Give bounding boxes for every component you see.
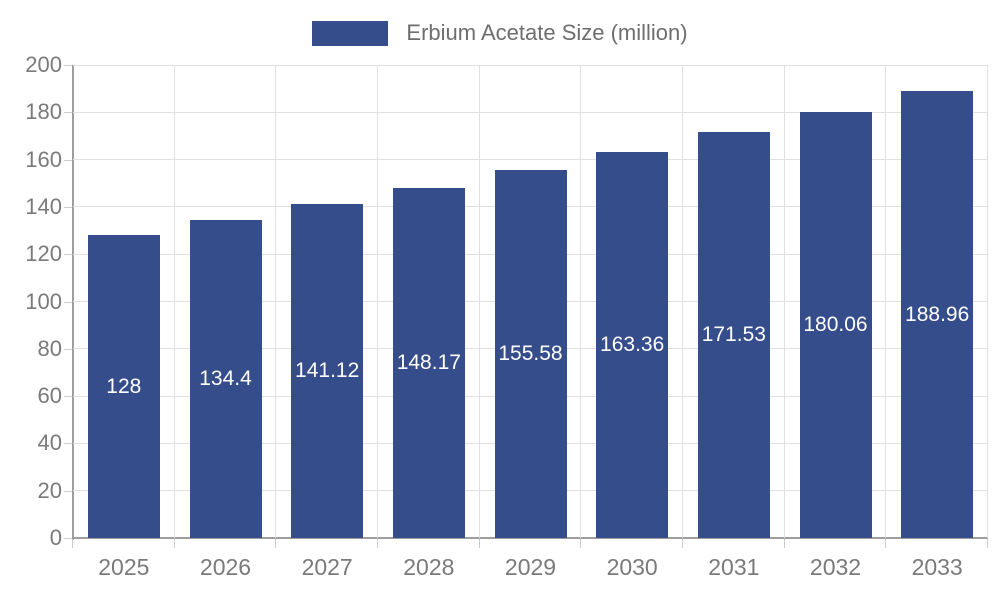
x-axis-tick-label: 2031: [708, 554, 760, 580]
bar: 180.06: [799, 112, 872, 538]
x-axis-tick-label: 2032: [809, 554, 862, 580]
y-axis-tick-label: 20: [37, 477, 62, 503]
bar-value-label: 171.53: [701, 323, 766, 347]
bar: 171.53: [697, 132, 770, 538]
bar: 134.4: [189, 220, 262, 538]
bar-value-label: 188.96: [905, 302, 970, 326]
y-axis-tick-label: 100: [25, 288, 62, 314]
y-axis-tick-label: 200: [25, 52, 62, 77]
y-axis-tick-label: 140: [25, 193, 62, 219]
gridline-vertical: [783, 65, 785, 538]
bar-value-label: 128: [106, 374, 142, 398]
y-axis-tick-label: 160: [25, 146, 62, 172]
bar: 141.12: [291, 204, 364, 538]
x-axis-tick-label: 2030: [606, 554, 658, 580]
gridline-vertical: [377, 65, 378, 538]
gridline-vertical: [275, 65, 277, 538]
y-axis-tick-mark: [64, 301, 72, 303]
bar-value-label: 180.06: [803, 313, 868, 337]
y-axis-tick-label: 80: [37, 335, 62, 361]
x-axis-tick-mark: [885, 539, 887, 548]
y-axis-tick-mark: [64, 443, 72, 445]
y-axis-tick-mark: [64, 206, 72, 208]
gridline-horizontal: [73, 159, 988, 161]
gridline-vertical: [173, 65, 175, 538]
gridline-horizontal: [73, 64, 988, 66]
y-axis-tick-label: 40: [37, 430, 62, 456]
y-axis-tick-label: 180: [25, 99, 62, 125]
bar-value-label: 134.4: [199, 367, 252, 391]
bar-value-label: 148.17: [396, 350, 461, 374]
gridline-vertical: [580, 65, 582, 538]
y-axis-tick-mark: [64, 348, 72, 350]
bar: 148.17: [392, 187, 465, 538]
y-axis-line: [72, 65, 74, 540]
x-axis-tick-label: 2027: [301, 554, 353, 580]
x-axis-tick-mark: [377, 539, 378, 548]
x-axis-tick-label: 2025: [98, 554, 150, 580]
x-axis-tick-mark: [783, 539, 785, 548]
x-axis-tick-label: 2026: [199, 554, 252, 580]
x-axis-tick-mark: [173, 539, 175, 548]
x-axis-tick-mark: [72, 539, 73, 548]
x-axis-tick-mark: [478, 539, 480, 548]
x-axis-tick-mark: [580, 539, 582, 548]
x-axis-tick-label: 2029: [504, 554, 557, 580]
bar-value-label: 141.12: [295, 359, 360, 383]
y-axis-tick-mark: [64, 254, 72, 256]
gridline-horizontal: [73, 111, 988, 113]
x-axis-tick-label: 2033: [911, 554, 963, 580]
bar: 155.58: [494, 170, 567, 538]
legend-swatch: [312, 20, 389, 46]
x-axis-tick-mark: [275, 539, 277, 548]
bar: 163.36: [596, 151, 669, 538]
x-axis-tick-label: 2028: [403, 554, 455, 580]
y-axis-tick-label: 60: [37, 383, 62, 409]
y-axis-tick-label: 120: [25, 241, 62, 267]
y-axis-tick-mark: [64, 112, 72, 114]
x-axis-line: [72, 537, 988, 539]
x-axis-tick-mark: [987, 539, 988, 548]
legend-label: Erbium Acetate Size (million): [406, 20, 688, 45]
y-axis-tick-mark: [64, 65, 72, 66]
y-axis-tick-mark: [64, 396, 72, 398]
bar: 188.96: [901, 91, 974, 538]
bar-value-label: 155.58: [498, 342, 563, 366]
gridline-vertical: [987, 65, 988, 538]
y-axis-tick-mark: [64, 490, 72, 492]
legend[interactable]: Erbium Acetate Size (million): [0, 14, 1000, 52]
x-axis-tick-mark: [682, 539, 683, 548]
gridline-vertical: [885, 65, 887, 538]
y-axis-tick-label: 0: [49, 525, 62, 550]
y-axis-tick-mark: [64, 159, 72, 161]
y-axis-tick-mark: [64, 538, 72, 539]
gridline-vertical: [682, 65, 683, 538]
plot-area: 128 134.4 141.12 148.17 155.58 163.36 171.53 18…: [73, 64, 988, 538]
gridline-vertical: [478, 65, 480, 538]
bar: 128: [87, 235, 160, 538]
bar-value-label: 163.36: [600, 332, 665, 356]
